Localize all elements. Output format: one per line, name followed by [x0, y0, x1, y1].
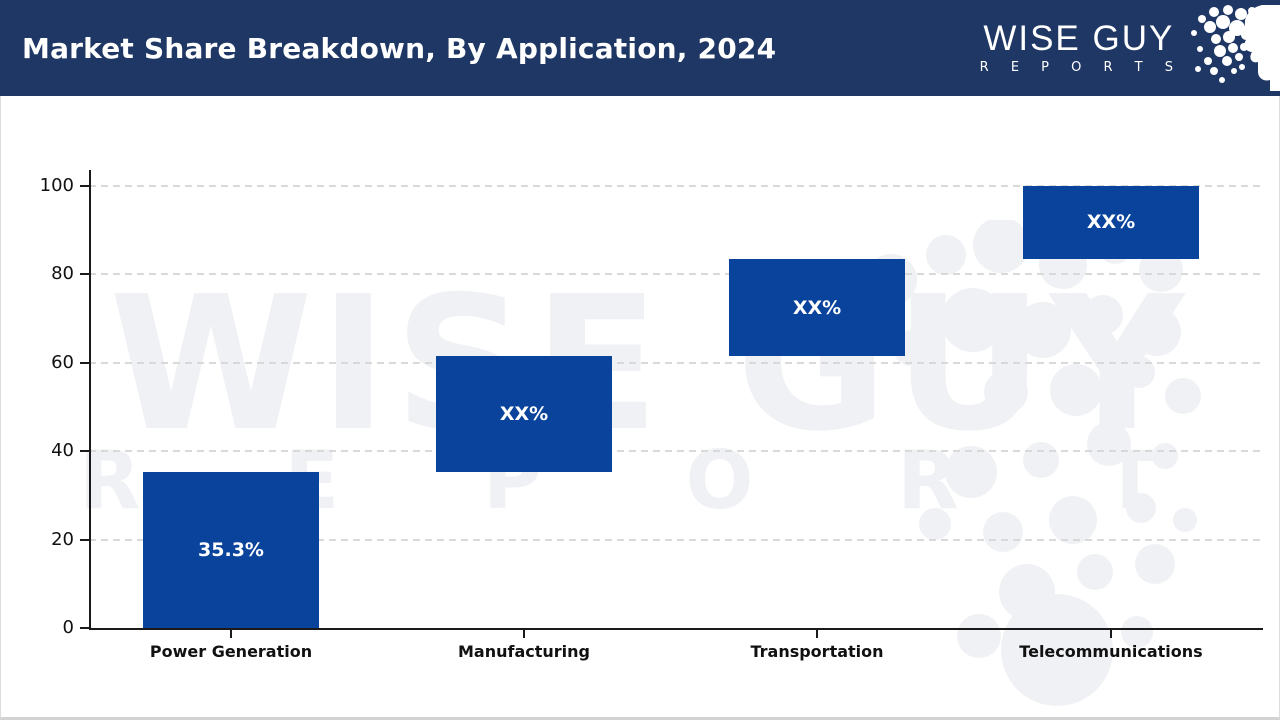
bar-value-label: 35.3%	[198, 538, 264, 561]
gridline-60	[89, 361, 1263, 364]
page-title: Market Share Breakdown, By Application, …	[22, 31, 777, 65]
bar-telecommunications: XX%	[1023, 186, 1199, 259]
x-tick-2	[523, 630, 525, 638]
logo-head-icon	[1191, 5, 1280, 91]
y-tick-100	[80, 185, 89, 187]
y-tick-label-80: 80	[51, 263, 74, 285]
category-label-manufacturing: Manufacturing	[458, 642, 590, 661]
y-tick-20	[80, 538, 89, 541]
x-tick-3	[816, 630, 818, 638]
y-tick-80	[80, 273, 89, 276]
watermark-head-dots	[865, 220, 1201, 706]
watermark-wordmark: WISE GUY	[109, 256, 1190, 472]
wise-guy-logo: WISE GUY R E P O R T S	[976, 0, 1280, 96]
y-tick-label-40: 40	[51, 440, 74, 462]
bar-manufacturing: XX%	[436, 356, 612, 472]
y-tick-label-60: 60	[51, 351, 74, 373]
x-tick-1	[230, 630, 232, 638]
bar-value-label: XX%	[499, 403, 549, 426]
header-bar: Market Share Breakdown, By Application, …	[0, 0, 1280, 96]
bar-value-label: XX%	[792, 296, 842, 319]
category-label-transportation: Transportation	[750, 642, 884, 661]
logo-subtitle: R E P O R T S	[979, 59, 1182, 75]
y-tick-label-20: 20	[51, 528, 74, 550]
y-tick-label-100: 100	[39, 175, 74, 196]
bar-power-generation: 35.3%	[143, 471, 319, 628]
x-tick-4	[1110, 630, 1112, 638]
category-label-power-generation: Power Generation	[149, 642, 313, 661]
y-tick-40	[80, 450, 89, 453]
bar-value-label: XX%	[1086, 211, 1136, 234]
category-label-telecommunications: Telecommunications	[1019, 642, 1203, 661]
y-tick-60	[80, 361, 89, 364]
gridline-100	[89, 185, 1263, 187]
bar-transportation: XX%	[729, 258, 905, 357]
gridline-80	[89, 273, 1263, 276]
logo-wordmark: WISE GUY	[983, 19, 1175, 59]
x-axis-line	[89, 628, 1263, 630]
chart-canvas: WISE GUY R E P O R T S 02040608010035.3%…	[0, 96, 1280, 720]
y-axis-line	[89, 170, 91, 630]
gridline-40	[89, 450, 1263, 453]
gridline-20	[89, 538, 1263, 541]
y-tick-label-0: 0	[62, 617, 74, 638]
y-tick-0	[80, 627, 89, 629]
logo-text: WISE GUY R E P O R T S	[976, 19, 1182, 75]
